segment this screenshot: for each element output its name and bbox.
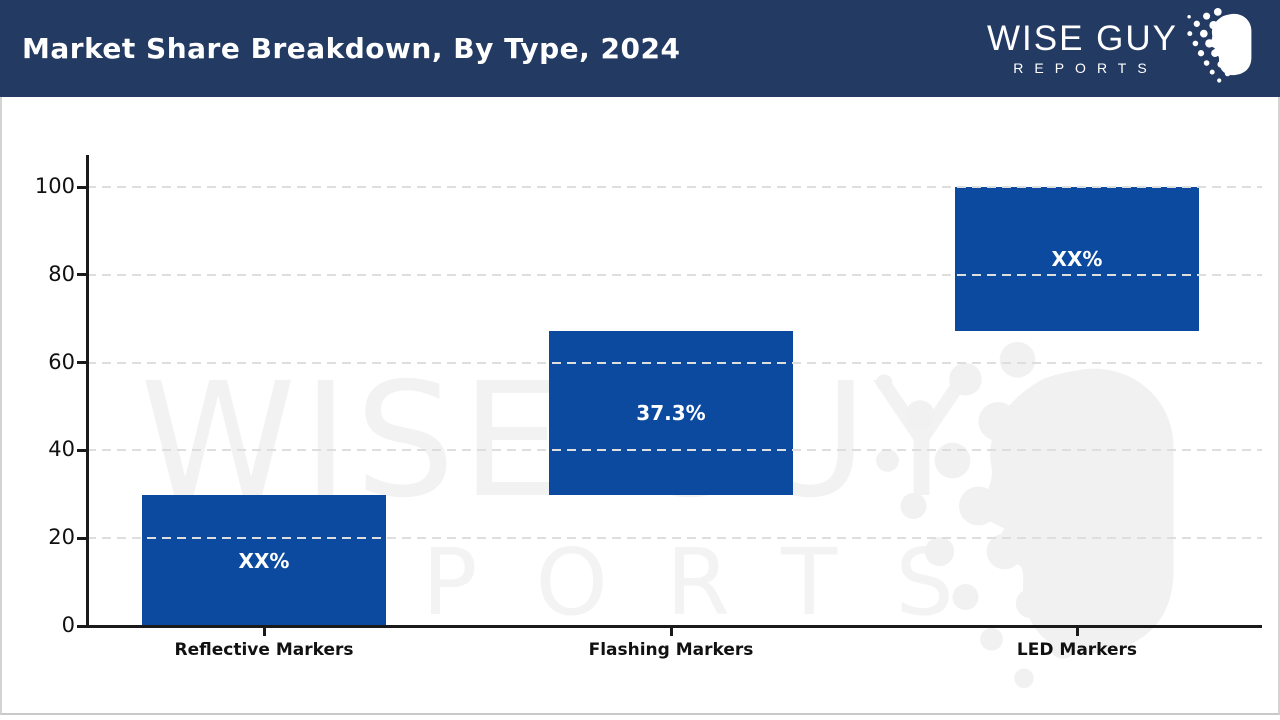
y-tick [77,448,87,452]
y-axis [86,155,89,628]
y-tick [77,273,87,277]
bar-value-label: XX% [1051,247,1103,272]
watermark-dotted-face-icon [876,341,1174,688]
y-tick-label: 60 [48,349,75,374]
y-tick-label: 80 [48,261,75,286]
y-tick [77,624,87,628]
dotted-face-logo-icon [1187,7,1252,83]
gridline-40 [87,449,1262,452]
bar-value-label: XX% [238,548,290,573]
gridline-80 [87,273,1262,276]
x-tick [669,627,673,636]
bar-3: XX% [955,187,1199,332]
y-tick-label: 0 [61,613,75,637]
header-bar: Market Share Breakdown, By Type, 2024 WI… [0,0,1280,97]
x-category-label: Reflective Markers [174,640,354,660]
bar-2: 37.3% [549,331,793,496]
gridline-20 [87,537,1262,540]
x-tick [262,627,266,636]
y-tick-label: 100 [34,174,75,198]
brand-name: WISE GUY [986,19,1178,59]
y-tick-label: 20 [48,525,75,550]
x-category-label: Flashing Markers [588,640,754,660]
gridline-60 [87,361,1262,364]
x-category-label: LED Markers [1016,640,1138,660]
y-tick [77,361,87,365]
gridline-100 [87,186,1262,188]
page-title: Market Share Breakdown, By Type, 2024 [22,32,681,65]
brand-logo: WISE GUY REPORTS [987,6,1264,92]
brand-logo-text: WISE GUY REPORTS [986,19,1178,76]
y-tick [77,185,87,189]
y-tick-label: 40 [48,437,75,462]
bar-value-label: 37.3% [636,401,706,426]
brand-subname: REPORTS [1013,59,1158,76]
bar-1: XX% [142,495,386,626]
y-tick [77,536,87,540]
x-tick [1075,627,1079,636]
x-axis [86,625,1262,628]
